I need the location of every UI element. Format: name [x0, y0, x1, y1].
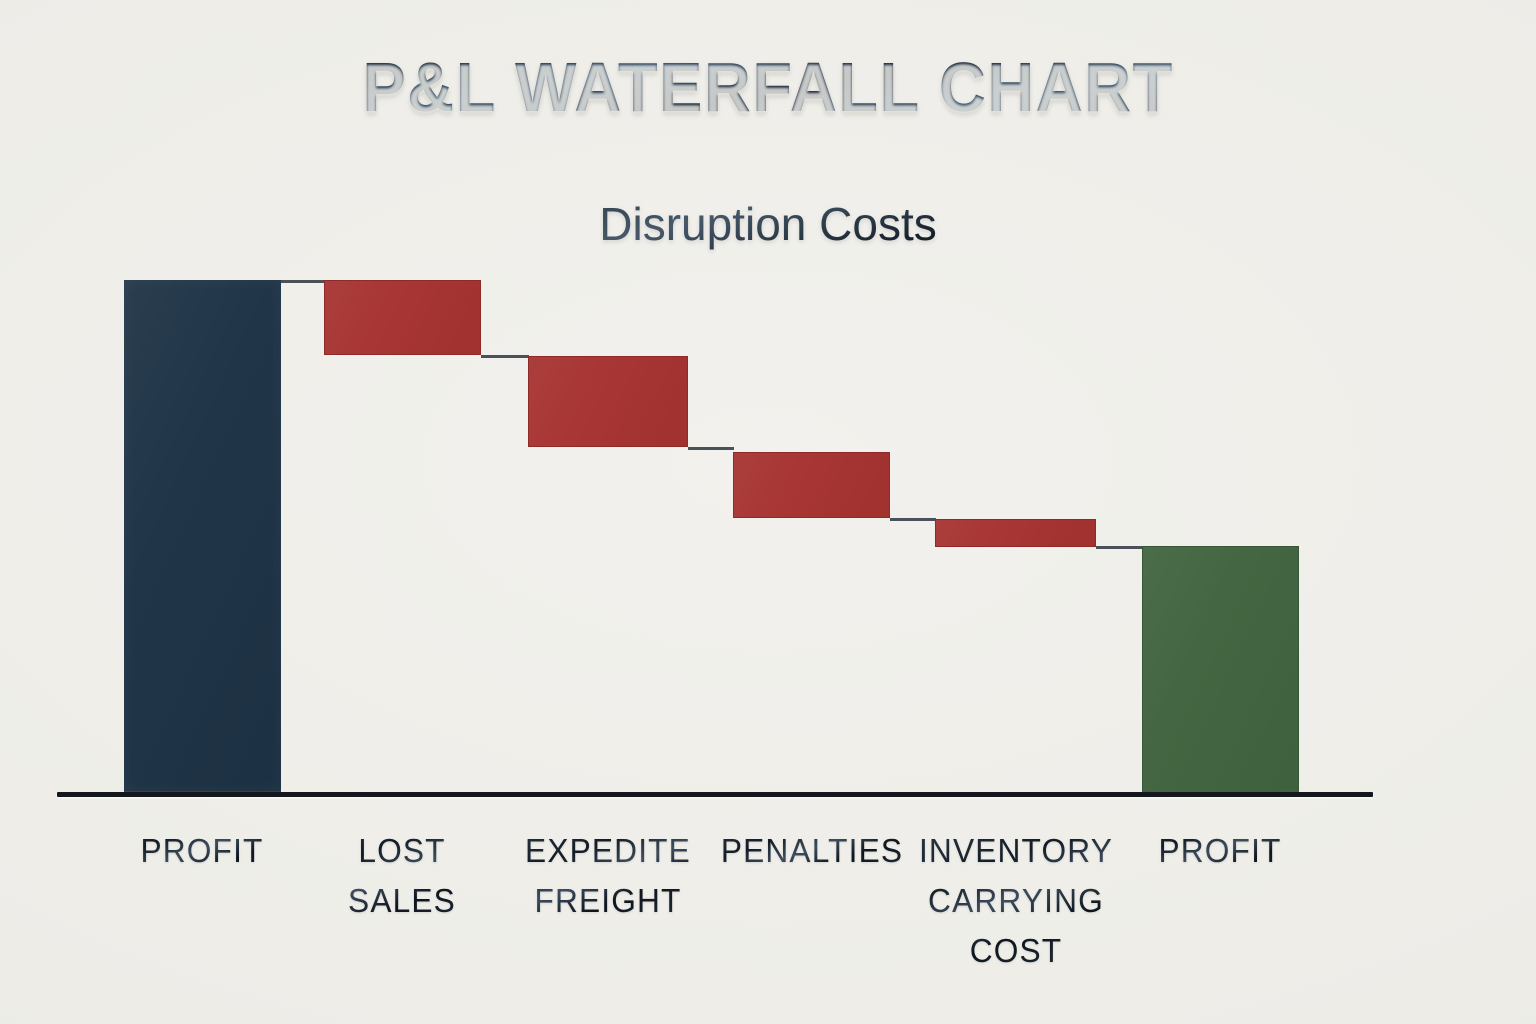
page-title: P&L WATERFALL CHART [54, 48, 1482, 126]
bar-gloss [936, 520, 1095, 546]
bar-gloss [325, 281, 480, 354]
bar-profit-end[interactable] [1142, 546, 1299, 792]
bar-expedite-freight[interactable] [528, 356, 688, 447]
connector-line-4 [890, 518, 936, 521]
axis-label-lost-sales: LOST SALES [296, 826, 507, 926]
chart-subtitle: Disruption Costs [0, 196, 1536, 252]
axis-label-profit-end: PROFIT [1114, 826, 1325, 876]
bar-inventory-carrying-cost[interactable] [935, 519, 1096, 547]
bar-penalties[interactable] [733, 452, 890, 518]
x-axis-line [57, 792, 1373, 797]
connector-line-3 [688, 447, 734, 450]
bar-gloss [124, 280, 281, 792]
connector-line-5 [1096, 546, 1143, 549]
axis-label-expedite-freight: EXPEDITE FREIGHT [502, 826, 713, 926]
axis-label-profit-start: PROFIT [96, 826, 307, 876]
bar-gloss [1143, 547, 1298, 791]
axis-label-inventory-carrying-cost: INVENTORY CARRYING COST [914, 826, 1118, 976]
connector-line-2 [481, 355, 529, 358]
axis-label-penalties: PENALTIES [704, 826, 919, 876]
bar-gloss [734, 453, 889, 517]
bar-gloss [529, 357, 687, 446]
bar-profit-start[interactable] [124, 280, 281, 792]
connector-line-1 [281, 280, 326, 283]
bar-lost-sales[interactable] [324, 280, 481, 355]
